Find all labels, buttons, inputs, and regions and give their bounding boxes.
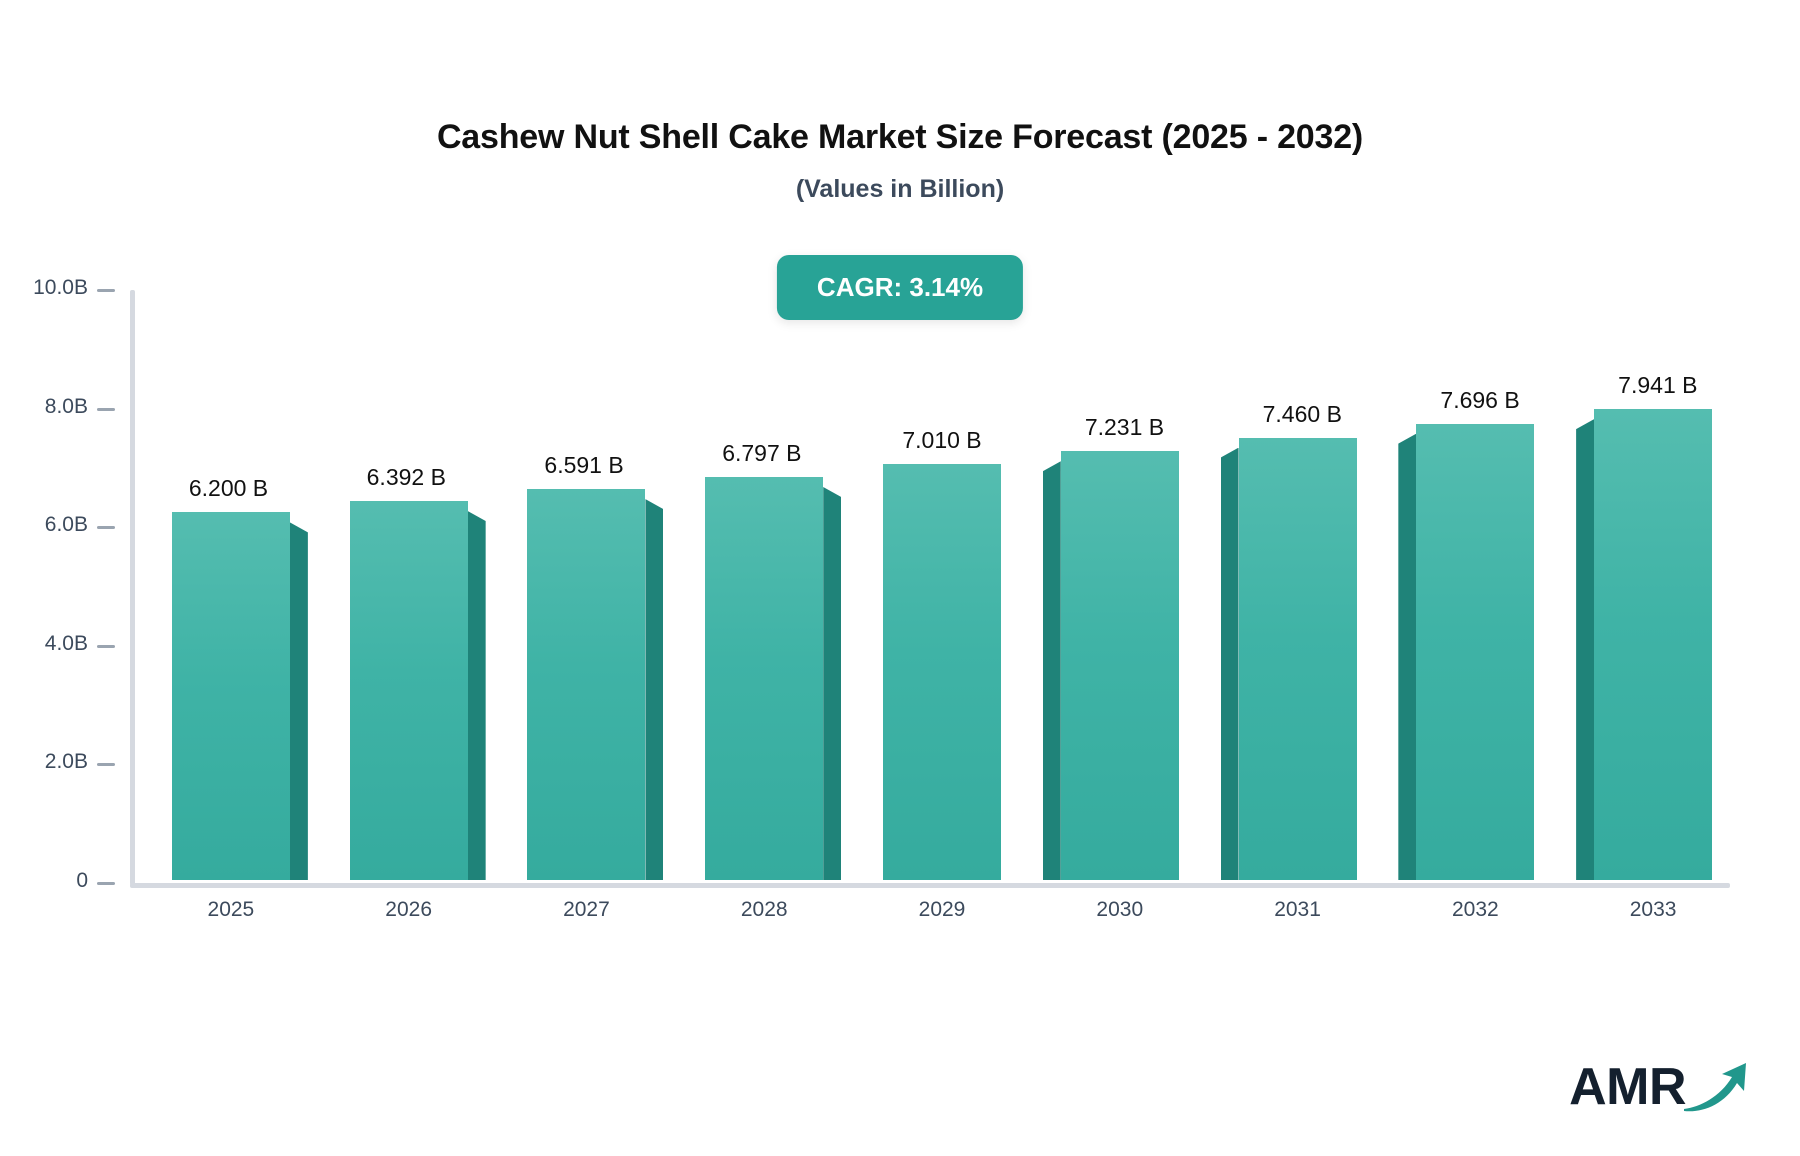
bar: 7.460 B	[1220, 401, 1357, 880]
bar-front-face	[349, 500, 468, 880]
cagr-badge: CAGR: 3.14%	[776, 255, 1024, 320]
bar: 6.392 B	[349, 464, 486, 880]
bar-side-face	[289, 522, 308, 880]
y-axis-tick-label: 0	[76, 869, 88, 892]
y-axis-tick-label: 4.0B	[44, 631, 88, 655]
y-axis-tick-mark	[97, 407, 115, 411]
logo-text: AMR	[1569, 1057, 1686, 1116]
x-axis-tick-label: 2028	[740, 898, 788, 921]
bar-side-face	[467, 510, 486, 880]
bar: 6.797 B	[705, 440, 842, 880]
y-axis-tick-label: 8.0B	[44, 394, 88, 418]
bar: 7.010 B	[883, 427, 1001, 880]
x-axis-line	[130, 883, 1730, 888]
x-axis-tick-label: 2029	[918, 898, 966, 921]
bar-value-label: 7.941 B	[1618, 372, 1698, 399]
y-axis-tick-mark	[97, 882, 115, 885]
y-axis-line	[130, 290, 135, 885]
bar-side-face	[645, 499, 664, 880]
y-axis-tick-mark	[97, 289, 115, 292]
bar-side-face	[1042, 461, 1061, 880]
bar-front-face	[705, 476, 824, 880]
bar-front-face	[1060, 451, 1179, 880]
x-axis-tick-label: 2032	[1451, 898, 1499, 921]
y-axis-tick-label: 10.0B	[33, 276, 88, 299]
bar: 7.696 B	[1398, 387, 1535, 880]
bar-value-label: 6.797 B	[722, 439, 802, 466]
bar-value-label: 7.010 B	[902, 427, 982, 454]
bar-value-label: 7.460 B	[1262, 400, 1342, 427]
x-axis-tick-label: 2031	[1274, 898, 1321, 921]
bar-side-face	[1398, 433, 1417, 880]
bar: 6.591 B	[527, 452, 664, 880]
bar: 7.941 B	[1576, 372, 1713, 880]
x-axis-tick-label: 2033	[1629, 898, 1677, 921]
bar-value-label: 7.696 B	[1440, 386, 1520, 413]
x-axis-tick-label: 2027	[563, 898, 610, 921]
bar-side-face	[1220, 447, 1239, 880]
chart-subtitle: (Values in Billion)	[795, 175, 1005, 203]
amr-logo: AMR	[1569, 1055, 1752, 1118]
bar-front-face	[171, 512, 290, 880]
y-axis-tick-label: 2.0B	[44, 750, 88, 774]
bar-value-label: 7.231 B	[1084, 414, 1165, 441]
bar-value-label: 6.392 B	[366, 463, 446, 490]
trend-up-arrow-icon	[1682, 1061, 1752, 1118]
bar-front-face	[527, 489, 646, 880]
bar-front-face	[1416, 423, 1535, 880]
x-axis-tick-label: 2025	[207, 898, 255, 921]
bar: 7.231 B	[1042, 414, 1179, 880]
x-axis-tick-label: 2030	[1096, 898, 1144, 921]
bar-side-face	[823, 486, 842, 880]
bar-front-face	[883, 464, 1001, 880]
chart-title: Cashew Nut Shell Cake Market Size Foreca…	[436, 118, 1364, 156]
bar-side-face	[1576, 419, 1595, 880]
plot-area: 6.200 B 6.392 B 6.591 B 6.797 B 7.010 B 7.231…	[130, 290, 1730, 921]
bar: 6.200 B	[171, 475, 308, 880]
y-axis-tick-label: 6.0B	[44, 513, 88, 537]
bar-front-face	[1238, 437, 1357, 880]
y-axis-tick-mark	[97, 763, 115, 767]
bar-front-face	[1594, 409, 1713, 880]
y-axis-tick-mark	[97, 526, 115, 530]
x-axis-tick-label: 2026	[385, 898, 433, 921]
bar-value-label: 6.200 B	[188, 475, 269, 502]
y-axis-tick-mark	[97, 644, 115, 648]
bar-value-label: 6.591 B	[544, 452, 624, 479]
